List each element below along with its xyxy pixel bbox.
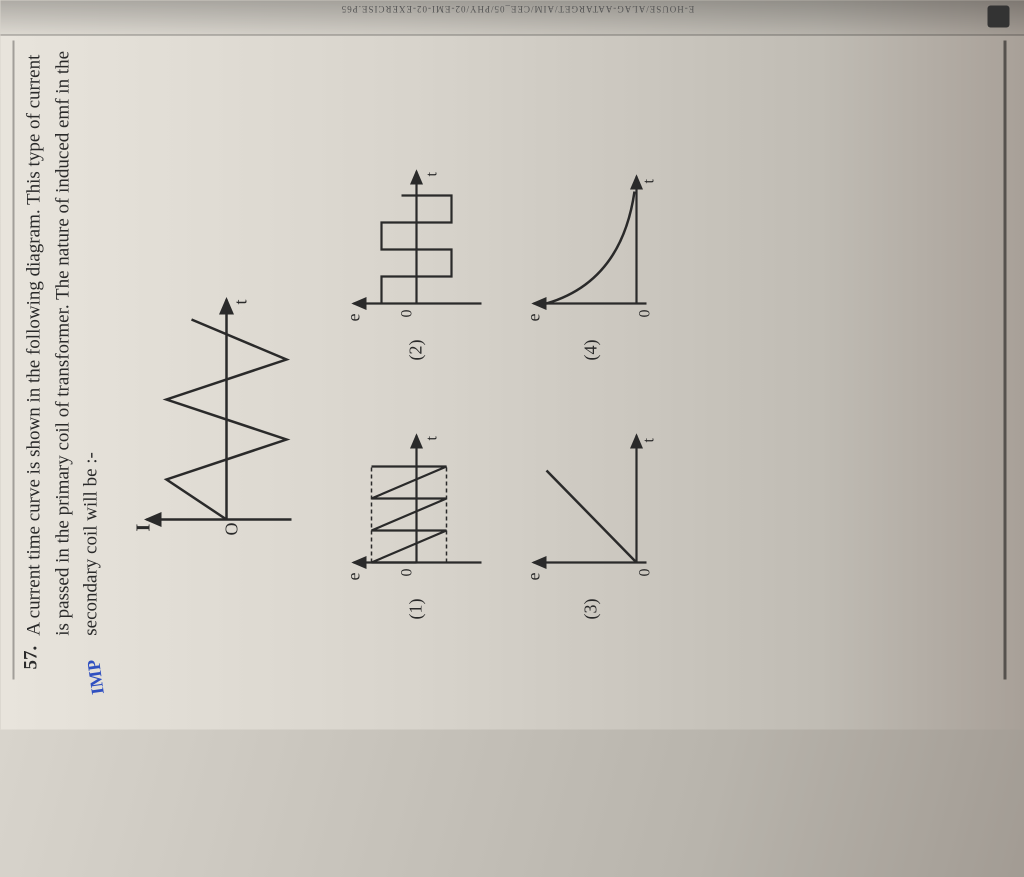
option-3-label: (3): [581, 599, 602, 620]
x-axis-label: t: [230, 299, 250, 304]
option-1-graph: e t 0: [341, 421, 491, 591]
x-label: t: [423, 172, 440, 177]
options-row-1: (1) e t 0 (2): [341, 41, 491, 620]
main-current-time-graph: I t O: [131, 41, 301, 550]
option-1-label: (1): [406, 599, 427, 620]
option-4-graph: e t 0: [521, 162, 661, 332]
option-2: (2) e t 0: [341, 162, 491, 361]
option-1: (1) e t 0: [341, 421, 491, 620]
y-label: e: [523, 314, 543, 322]
origin-label: 0: [636, 310, 653, 318]
main-graph-svg: I t O: [131, 290, 301, 550]
sawtooth-wave: [371, 467, 446, 563]
right-margin: E-HOUSE/ALAG-AATARGET/AIM/CEE_05/PHY/02-…: [1, 1, 1024, 36]
y-label: e: [343, 573, 363, 581]
decay-curve: [546, 192, 634, 304]
x-label: t: [640, 179, 657, 184]
y-axis-label: I: [132, 524, 154, 532]
option-4-label: (4): [581, 340, 602, 361]
options-row-2: (3) e t 0 (4): [521, 41, 661, 620]
top-rule: [13, 41, 15, 680]
origin-label: O: [221, 523, 241, 536]
linear-line: [546, 471, 636, 563]
origin-label: 0: [636, 569, 653, 577]
option-2-label: (2): [406, 340, 427, 361]
question-text: A current time curve is shown in the fol…: [21, 41, 107, 636]
publisher-logo: [988, 6, 1010, 28]
x-label: t: [423, 436, 440, 441]
bottom-rule: [1004, 41, 1007, 680]
option-3: (3) e t 0: [521, 421, 661, 620]
side-file-path: E-HOUSE/ALAG-AATARGET/AIM/CEE_05/PHY/02-…: [341, 4, 695, 14]
origin-label: 0: [398, 310, 415, 318]
question-block: 57. A current time curve is shown in the…: [21, 41, 107, 670]
textbook-page: 57. A current time curve is shown in the…: [1, 1, 1024, 730]
origin-label: 0: [398, 569, 415, 577]
y-label: e: [523, 573, 543, 581]
x-label: t: [640, 438, 657, 443]
option-2-graph: e t 0: [341, 162, 491, 332]
y-label: e: [343, 314, 363, 322]
option-3-graph: e t 0: [521, 421, 661, 591]
option-4: (4) e t 0: [521, 162, 661, 361]
